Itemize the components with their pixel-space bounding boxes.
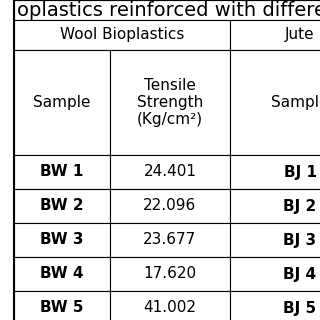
Bar [14, 223, 110, 257]
Text: BJ 1: BJ 1 [284, 164, 316, 180]
Bar [14, 50, 110, 155]
Text: BW 2: BW 2 [40, 198, 84, 213]
Bar [14, 20, 230, 50]
Bar [110, 189, 230, 223]
Text: BW 4: BW 4 [40, 267, 84, 282]
Text: 24.401: 24.401 [143, 164, 196, 180]
Text: BJ 2: BJ 2 [284, 198, 316, 213]
Bar [230, 20, 320, 50]
Bar [110, 155, 230, 189]
Bar [230, 223, 320, 257]
Bar [14, 0, 320, 20]
Text: BW 3: BW 3 [40, 233, 84, 247]
Text: BJ 5: BJ 5 [284, 300, 316, 316]
Bar [230, 257, 320, 291]
Text: Sample: Sample [33, 95, 91, 110]
Text: 41.002: 41.002 [143, 300, 196, 316]
Text: Wool Bioplastics: Wool Bioplastics [60, 28, 184, 43]
Text: 22.096: 22.096 [143, 198, 196, 213]
Bar [230, 291, 320, 320]
Text: BJ 3: BJ 3 [284, 233, 316, 247]
Text: 17.620: 17.620 [143, 267, 196, 282]
Text: Tensile
Strength
(Kg/cm²): Tensile Strength (Kg/cm²) [137, 77, 203, 127]
Bar [230, 50, 320, 155]
Text: BW 1: BW 1 [40, 164, 84, 180]
Bar [110, 50, 230, 155]
Bar [230, 155, 320, 189]
Bar [110, 223, 230, 257]
Bar [14, 189, 110, 223]
Bar [14, 257, 110, 291]
Text: Jute: Jute [285, 28, 315, 43]
Text: BW 5: BW 5 [40, 300, 84, 316]
Bar [110, 291, 230, 320]
Bar [14, 155, 110, 189]
Bar [230, 189, 320, 223]
Text: Sample: Sample [271, 95, 320, 110]
Text: 23.677: 23.677 [143, 233, 196, 247]
Text: oplastics reinforced with different t: oplastics reinforced with different t [17, 1, 320, 20]
Bar [110, 257, 230, 291]
Text: BJ 4: BJ 4 [284, 267, 316, 282]
Bar [14, 291, 110, 320]
